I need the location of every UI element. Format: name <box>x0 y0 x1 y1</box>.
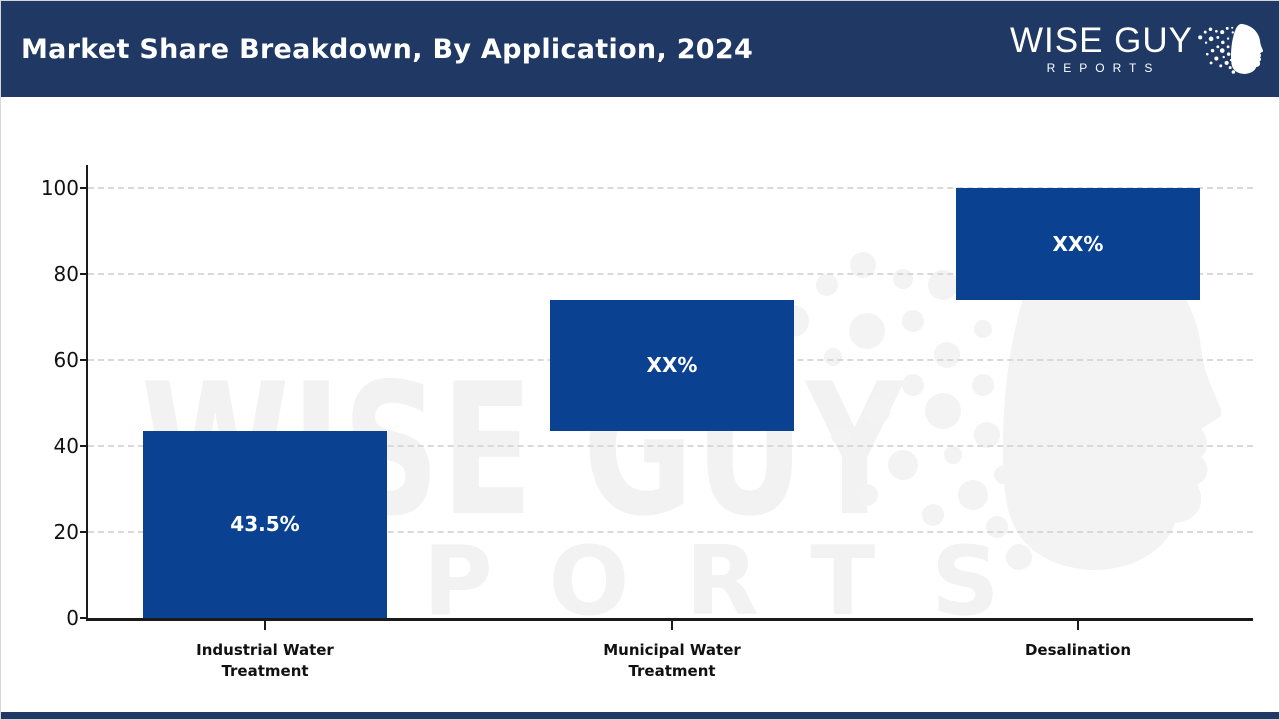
x-category-label: Municipal Water Treatment <box>552 640 792 682</box>
brand-head-icon <box>1197 18 1263 80</box>
bar-3: XX% <box>956 188 1200 300</box>
x-tick-mark <box>1077 621 1079 630</box>
chart-canvas: WISE GUY REPORTS 0 20 40 60 80 100 43.5% Indust… <box>1 97 1279 715</box>
y-tick-mark <box>80 445 88 447</box>
y-tick-mark <box>80 617 88 619</box>
x-tick-mark <box>671 621 673 630</box>
gridline <box>88 445 1253 447</box>
bar-2: XX% <box>550 299 794 431</box>
gridline <box>88 531 1253 533</box>
y-tick-mark <box>80 273 88 275</box>
y-tick-label: 100 <box>40 176 79 200</box>
x-category-line: Municipal Water <box>603 641 741 659</box>
y-axis-line <box>86 165 88 620</box>
footer-band <box>1 712 1279 719</box>
watermark-head-icon <box>771 225 1223 579</box>
brand-logo-text: WISE GUY REPORTS <box>1009 21 1193 76</box>
header-band: Market Share Breakdown, By Application, … <box>1 1 1279 97</box>
x-category-label: Industrial Water Treatment <box>145 640 385 682</box>
x-category-line: Desalination <box>1024 641 1132 659</box>
x-category-line: Treatment <box>628 662 716 680</box>
brand-name: WISE GUY <box>1009 21 1193 60</box>
gridline <box>88 187 1253 189</box>
y-tick-mark <box>80 187 88 189</box>
x-tick-mark <box>264 621 266 630</box>
x-category-line: Industrial Water <box>196 641 334 659</box>
bar-value-label: XX% <box>1052 231 1104 256</box>
bar-1: 43.5% <box>143 430 387 618</box>
y-tick-label: 80 <box>53 262 79 286</box>
brand-logo: WISE GUY REPORTS <box>1010 18 1279 80</box>
y-tick-label: 40 <box>53 434 79 458</box>
y-tick-mark <box>80 531 88 533</box>
x-category-line: Treatment <box>221 662 309 680</box>
x-axis-line <box>86 618 1253 621</box>
bar-value-label: 43.5% <box>230 512 300 537</box>
x-category-label: Desalination <box>958 640 1198 661</box>
y-tick-label: 60 <box>53 348 79 372</box>
chart-title: Market Share Breakdown, By Application, … <box>21 33 754 65</box>
bar-value-label: XX% <box>646 353 698 378</box>
y-tick-label: 20 <box>53 520 79 544</box>
y-tick-label: 0 <box>66 606 79 630</box>
brand-subtitle: REPORTS <box>1046 61 1161 75</box>
y-tick-mark <box>80 359 88 361</box>
gridline <box>88 273 1253 275</box>
